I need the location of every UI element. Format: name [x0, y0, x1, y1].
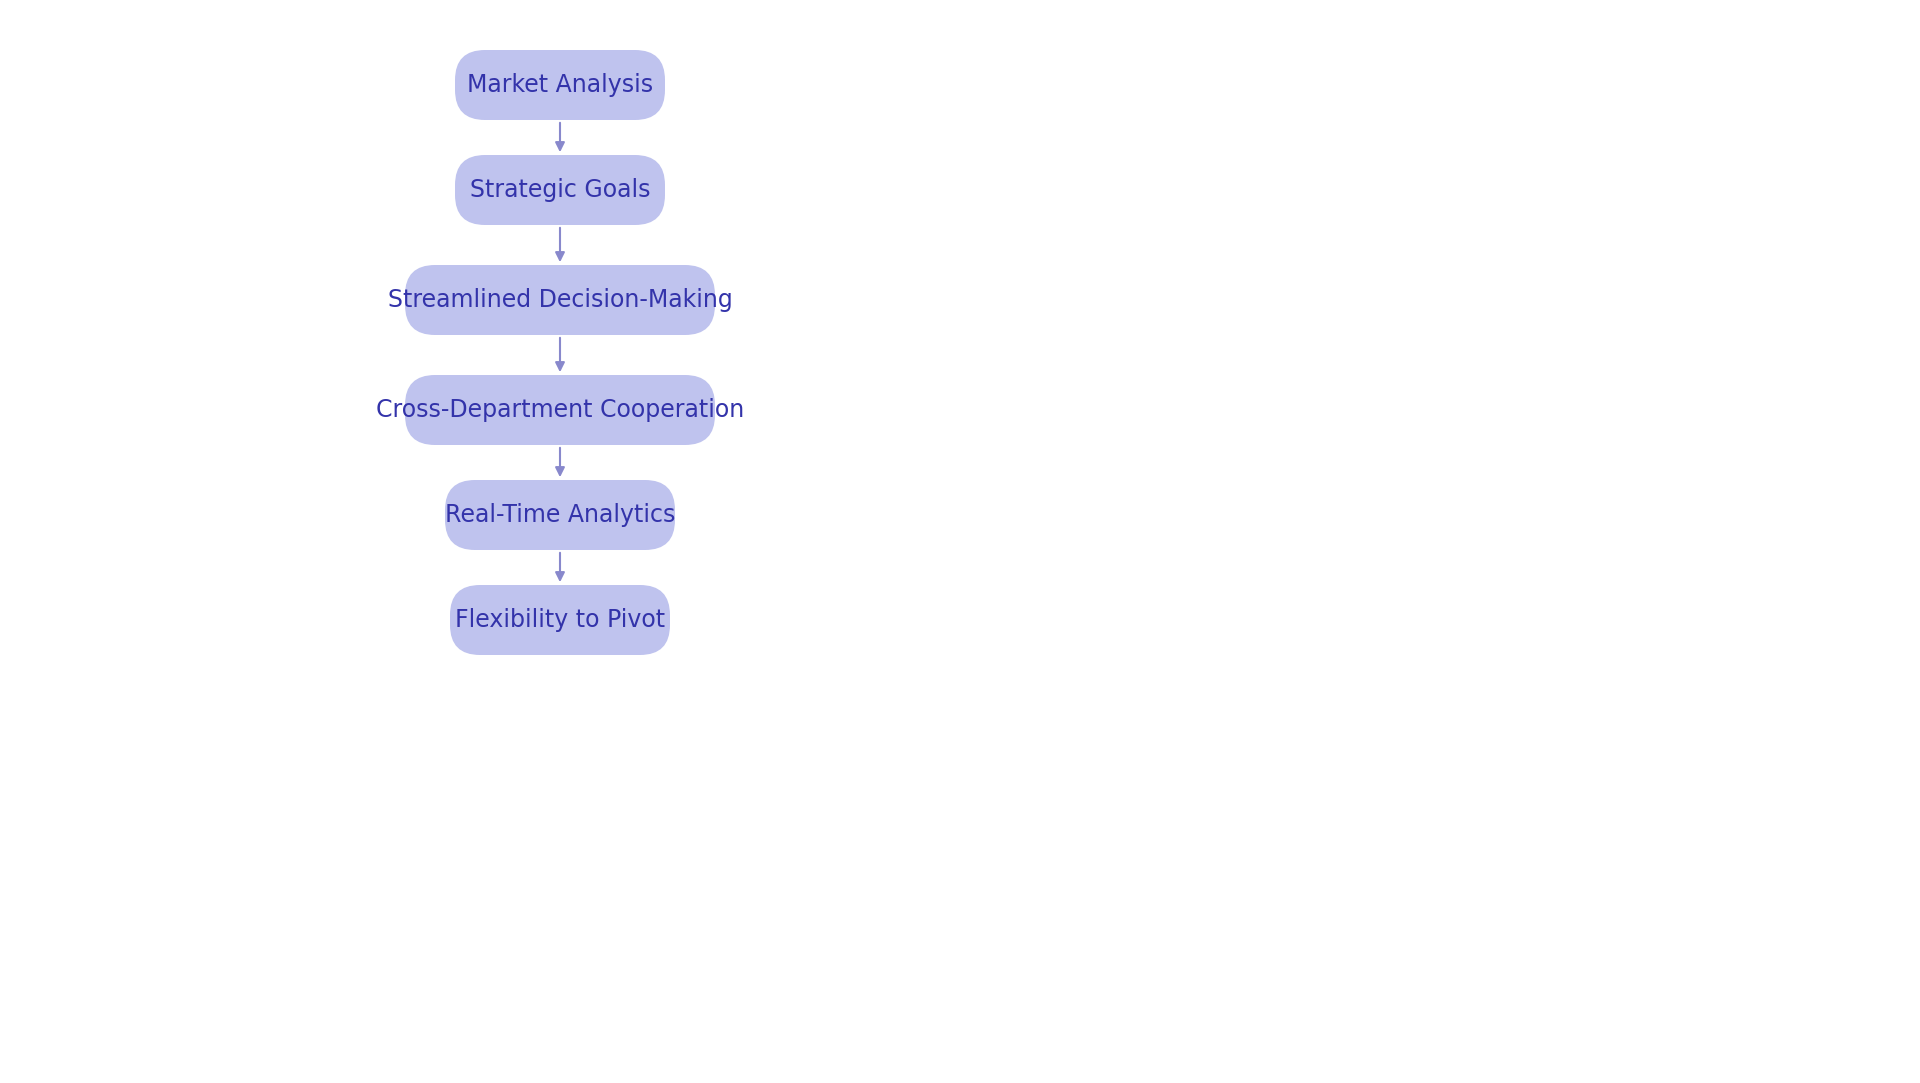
- Text: Cross-Department Cooperation: Cross-Department Cooperation: [376, 397, 745, 422]
- FancyBboxPatch shape: [405, 265, 714, 335]
- Text: Market Analysis: Market Analysis: [467, 73, 653, 97]
- FancyBboxPatch shape: [449, 585, 670, 655]
- FancyBboxPatch shape: [455, 50, 664, 120]
- FancyBboxPatch shape: [455, 155, 664, 225]
- Text: Flexibility to Pivot: Flexibility to Pivot: [455, 608, 664, 632]
- FancyBboxPatch shape: [405, 375, 714, 445]
- Text: Strategic Goals: Strategic Goals: [470, 178, 651, 203]
- Text: Streamlined Decision-Making: Streamlined Decision-Making: [388, 288, 732, 312]
- FancyBboxPatch shape: [445, 480, 676, 550]
- Text: Real-Time Analytics: Real-Time Analytics: [445, 503, 676, 527]
